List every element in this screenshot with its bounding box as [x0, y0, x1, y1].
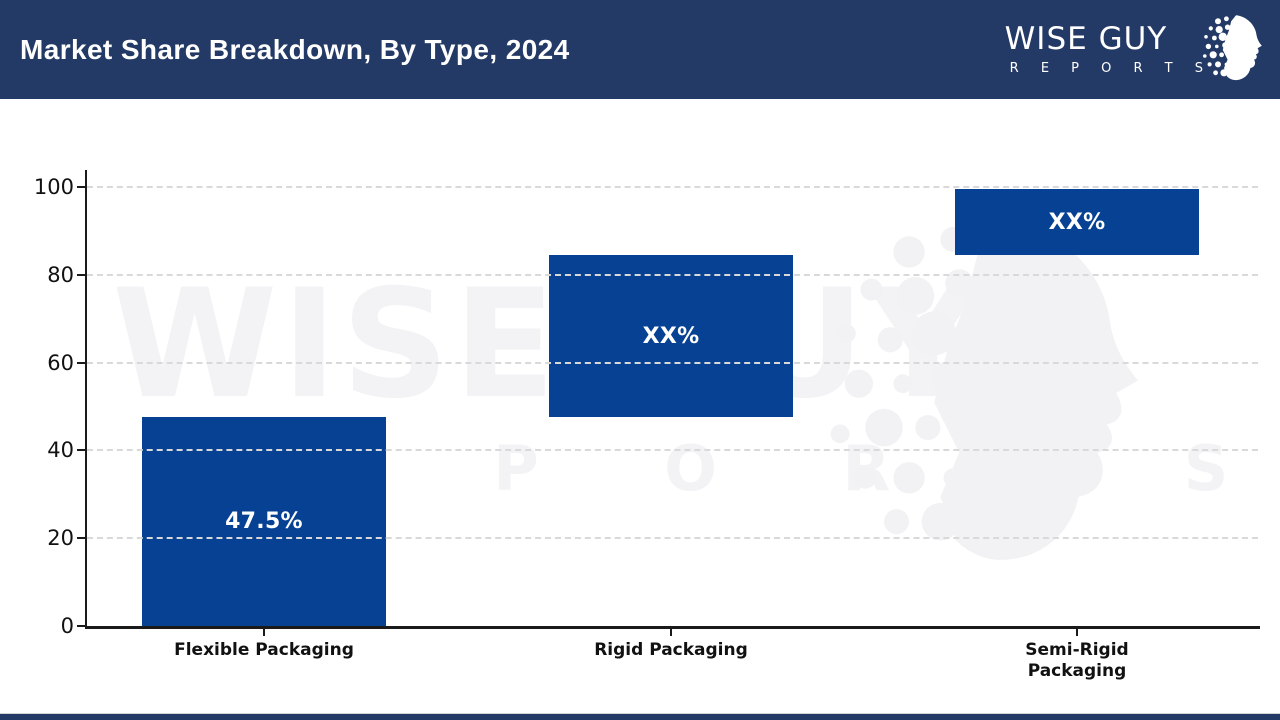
x-tick-mark	[670, 629, 672, 636]
y-axis-line	[85, 170, 87, 629]
header-banner: Market Share Breakdown, By Type, 2024 WI…	[0, 0, 1280, 99]
x-tick-mark	[263, 629, 265, 636]
brand-logo: WISE GUY R E P O R T S	[1005, 9, 1266, 91]
y-tick-label: 100	[33, 175, 74, 199]
y-tick-label: 20	[47, 526, 74, 551]
y-tick-mark	[77, 186, 86, 188]
bar-value-label: XX%	[1048, 209, 1106, 235]
watermark-wordmark: WISE GUY	[112, 258, 982, 432]
page-title: Market Share Breakdown, By Type, 2024	[20, 33, 570, 65]
bar-1: 47.5%	[142, 417, 386, 626]
gridline-40	[87, 449, 1258, 452]
gridline-80	[87, 273, 1258, 276]
y-tick-mark	[77, 449, 86, 452]
footer-bar	[0, 713, 1280, 720]
y-tick-mark	[77, 361, 86, 364]
y-tick-mark	[77, 625, 86, 627]
brand-logo-text: WISE GUY R E P O R T S	[1004, 20, 1212, 76]
gridline-60	[87, 361, 1258, 364]
x-tick-mark	[1076, 629, 1078, 636]
logo-subtitle: R E P O R T S	[1009, 60, 1212, 76]
y-tick-label: 80	[47, 262, 74, 287]
x-category-label: Flexible Packaging	[174, 640, 354, 660]
logo-face-icon	[1200, 9, 1266, 91]
y-tick-label: 60	[47, 350, 74, 375]
bar-3: XX%	[955, 189, 1199, 256]
bar-value-label: XX%	[642, 323, 700, 349]
x-axis-line	[85, 626, 1260, 629]
y-tick-label: 40	[47, 438, 74, 463]
logo-wordmark: WISE GUY	[1004, 20, 1168, 57]
bar-2: XX%	[549, 255, 793, 418]
gridline-100	[87, 186, 1258, 188]
x-category-label: Semi-Rigid Packaging	[1025, 640, 1129, 682]
y-tick-mark	[77, 273, 86, 276]
gridline-20	[87, 537, 1258, 540]
x-category-label: Rigid Packaging	[594, 640, 748, 660]
y-tick-label: 0	[60, 614, 74, 638]
bar-value-label: 47.5%	[225, 509, 303, 535]
y-tick-mark	[77, 537, 86, 540]
